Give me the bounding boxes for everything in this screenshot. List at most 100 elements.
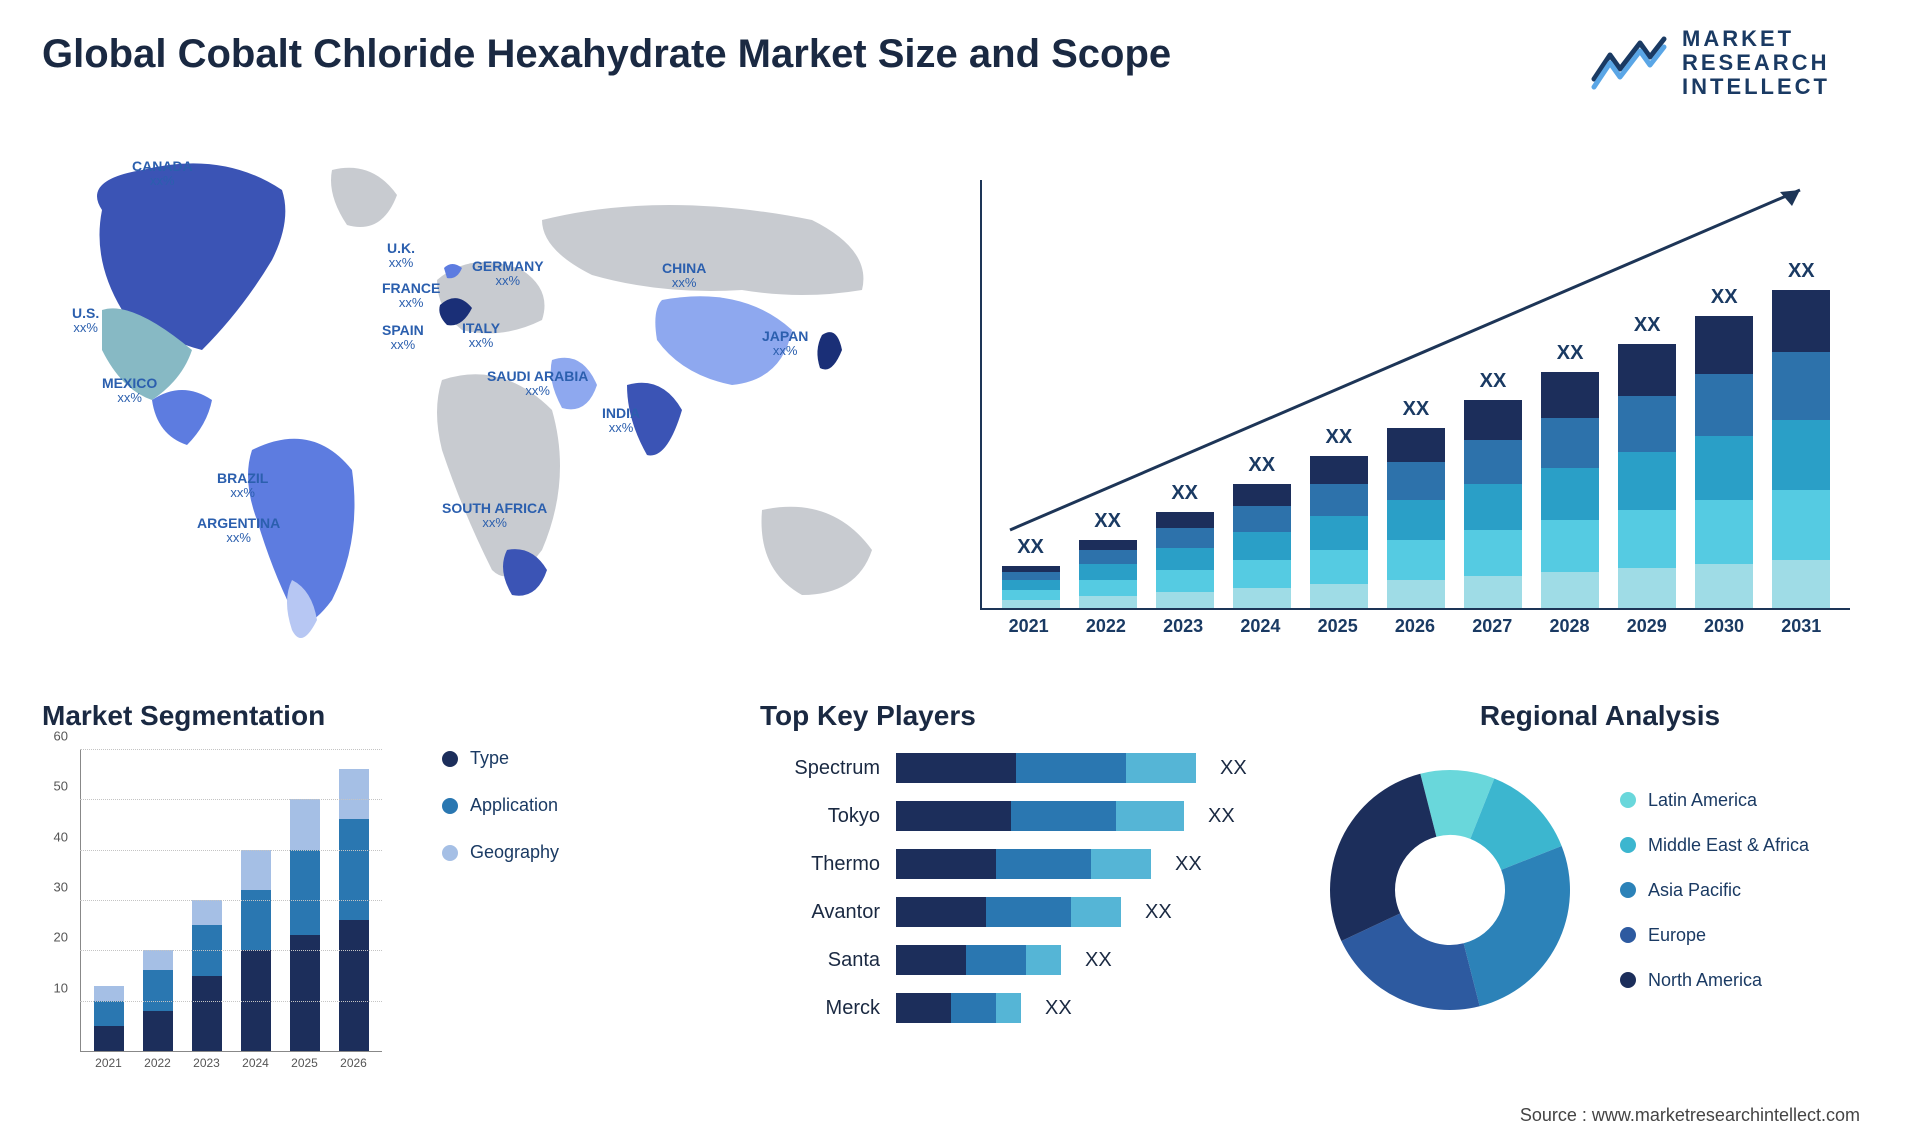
bar-xlabel: 2031 — [1770, 616, 1832, 637]
gridline — [80, 1001, 382, 1002]
bar-segment — [1156, 570, 1214, 592]
bar-segment — [1464, 576, 1522, 608]
bar-xlabel: 2025 — [1307, 616, 1369, 637]
segmentation-bar-chart: 202120222023202420252026 102030405060 — [42, 750, 382, 1080]
bar-segment — [1156, 592, 1214, 608]
gridline — [80, 950, 382, 951]
bar-segment — [1233, 532, 1291, 560]
player-bar-segment — [986, 897, 1071, 927]
legend-item: Type — [442, 748, 559, 769]
player-bar-segment — [896, 897, 986, 927]
seg-bar-segment — [241, 850, 271, 890]
legend-item: North America — [1620, 970, 1809, 991]
seg-bar-segment — [94, 1001, 124, 1026]
bar-value-label: XX — [1711, 286, 1738, 309]
bar-segment — [1695, 436, 1753, 500]
chart-axes: XXXXXXXXXXXXXXXXXXXXXX — [980, 180, 1850, 610]
bar-value-label: XX — [1634, 314, 1661, 337]
bar-column: XX — [1077, 540, 1139, 608]
map-country-label: U.S.xx% — [72, 305, 99, 336]
ytick-label: 60 — [38, 729, 68, 744]
map-country-label: MEXICOxx% — [102, 375, 157, 406]
legend-label: Europe — [1648, 925, 1706, 946]
seg-bar-segment — [241, 890, 271, 950]
bar-segment — [1464, 400, 1522, 440]
player-value: XX — [1145, 901, 1172, 924]
bar-xlabel: 2022 — [1075, 616, 1137, 637]
legend-swatch-icon — [1620, 882, 1636, 898]
gridline — [80, 799, 382, 800]
seg-bar-segment — [192, 976, 222, 1052]
bar-segment — [1310, 456, 1368, 484]
ytick-label: 20 — [38, 930, 68, 945]
legend-item: Europe — [1620, 925, 1809, 946]
player-bar-segment — [896, 993, 951, 1023]
seg-bar-segment — [339, 769, 369, 819]
bar-segment — [1464, 484, 1522, 530]
bar-xlabel: 2021 — [998, 616, 1060, 637]
gridline — [80, 850, 382, 851]
ytick-label: 50 — [38, 779, 68, 794]
seg-xlabel: 2023 — [192, 1056, 222, 1080]
bar-segment — [1156, 548, 1214, 570]
seg-bar-column — [94, 986, 124, 1051]
bar-column: XX — [1308, 456, 1370, 608]
legend-label: Middle East & Africa — [1648, 835, 1809, 856]
bar-value-label: XX — [1788, 260, 1815, 283]
map-country-label: FRANCExx% — [382, 280, 440, 311]
bar-segment — [1310, 484, 1368, 516]
bar-segment — [1695, 564, 1753, 608]
legend-swatch-icon — [1620, 837, 1636, 853]
gridline — [80, 900, 382, 901]
ytick-label: 30 — [38, 880, 68, 895]
player-bar-segment — [996, 849, 1091, 879]
bar-segment — [1618, 510, 1676, 568]
donut-slice — [1330, 774, 1436, 941]
ytick-label: 40 — [38, 829, 68, 844]
seg-xlabel: 2022 — [143, 1056, 173, 1080]
bar-segment — [1695, 316, 1753, 374]
legend-label: Application — [470, 795, 558, 816]
seg-xlabel: 2026 — [339, 1056, 369, 1080]
player-bar-segment — [996, 993, 1021, 1023]
player-name: Thermo — [760, 853, 880, 876]
player-bar — [896, 801, 1184, 831]
bar-xlabel: 2024 — [1229, 616, 1291, 637]
bar-xlabel: 2027 — [1461, 616, 1523, 637]
market-segmentation-section: Market Segmentation 20212022202320242025… — [42, 700, 572, 1080]
map-country-label: SPAINxx% — [382, 322, 424, 353]
bar-segment — [1695, 374, 1753, 436]
bar-segment — [1464, 530, 1522, 576]
legend-item: Geography — [442, 842, 559, 863]
bar-segment — [1233, 560, 1291, 588]
world-map-svg — [42, 150, 922, 650]
player-bar — [896, 993, 1021, 1023]
seg-bar-segment — [94, 1026, 124, 1051]
player-name: Merck — [760, 997, 880, 1020]
bar-segment — [1156, 528, 1214, 548]
seg-bar-segment — [143, 950, 173, 970]
bar-segment — [1387, 540, 1445, 580]
bar-segment — [1387, 580, 1445, 608]
map-country-label: SAUDI ARABIAxx% — [487, 368, 588, 399]
seg-bar-column — [290, 799, 320, 1051]
donut-slice — [1464, 846, 1570, 1006]
player-value: XX — [1045, 997, 1072, 1020]
map-country-label: INDIAxx% — [602, 405, 640, 436]
bar-segment — [1233, 588, 1291, 608]
seg-bar-segment — [192, 900, 222, 925]
bar-segment — [1079, 596, 1137, 608]
player-name: Spectrum — [760, 757, 880, 780]
gridline — [80, 749, 382, 750]
legend-swatch-icon — [1620, 972, 1636, 988]
player-value: XX — [1175, 853, 1202, 876]
bar-segment — [1464, 440, 1522, 484]
bar-segment — [1002, 590, 1060, 600]
player-bar-segment — [1091, 849, 1151, 879]
bar-value-label: XX — [1171, 482, 1198, 505]
bar-value-label: XX — [1403, 398, 1430, 421]
player-bar-segment — [1026, 945, 1061, 975]
bar-column: XX — [1154, 512, 1216, 608]
player-bar-segment — [951, 993, 996, 1023]
player-bar-segment — [896, 945, 966, 975]
